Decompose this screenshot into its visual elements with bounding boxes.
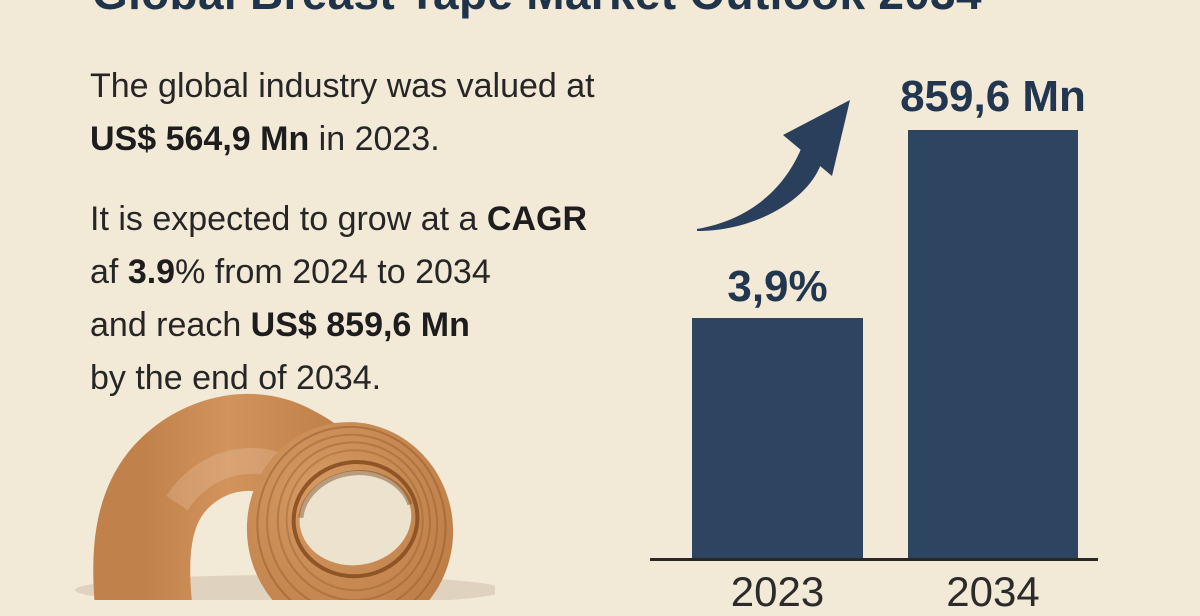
growth-cagr-value: 3.9 (127, 253, 176, 291)
growth-paragraph: It is expected to grow at a CAGR af 3.9%… (90, 193, 587, 405)
chart-x-axis (650, 558, 1098, 561)
growth-line2-rest: % from 2024 to 2034 (175, 253, 491, 291)
growth-value-2034: US$ 859,6 Mn (250, 306, 470, 344)
growth-line4: by the end of 2034. (90, 359, 382, 397)
tape-roll-face (246, 422, 454, 616)
growth-line2-pre: af (90, 253, 128, 291)
bar-2034 (908, 130, 1078, 559)
growth-line1: It is expected to grow at a (90, 200, 487, 238)
growth-cagr-label: CAGR (486, 200, 587, 238)
x-axis-label-2034: 2034 (946, 568, 1040, 615)
growth-line3-pre: and reach (90, 306, 251, 344)
intro-value-2023: US$ 564,9 Mn (90, 120, 310, 158)
tape-roll-illustration (25, 383, 505, 616)
intro-rest: in 2023. (309, 120, 440, 158)
intro-line1: The global industry was valued at (90, 67, 595, 105)
tape-roll-image (75, 393, 505, 616)
x-axis-label-2023: 2023 (730, 568, 825, 615)
bar-2023 (692, 318, 863, 559)
bar-label-cagr: 3,9% (727, 262, 828, 311)
infographic-canvas: { "title": "Global Breast Tape Market Ou… (25, 0, 1098, 616)
bar-label-2034-value: 859,6 Mn (900, 72, 1086, 121)
intro-paragraph: The global industry was valued at US$ 56… (90, 60, 595, 166)
tape-core-hole (299, 470, 412, 566)
page-title: Global Breast Tape Market Outlook 2034 (92, 0, 982, 20)
tape-strip-highlight (166, 447, 282, 511)
growth-arrow-icon (680, 88, 870, 246)
